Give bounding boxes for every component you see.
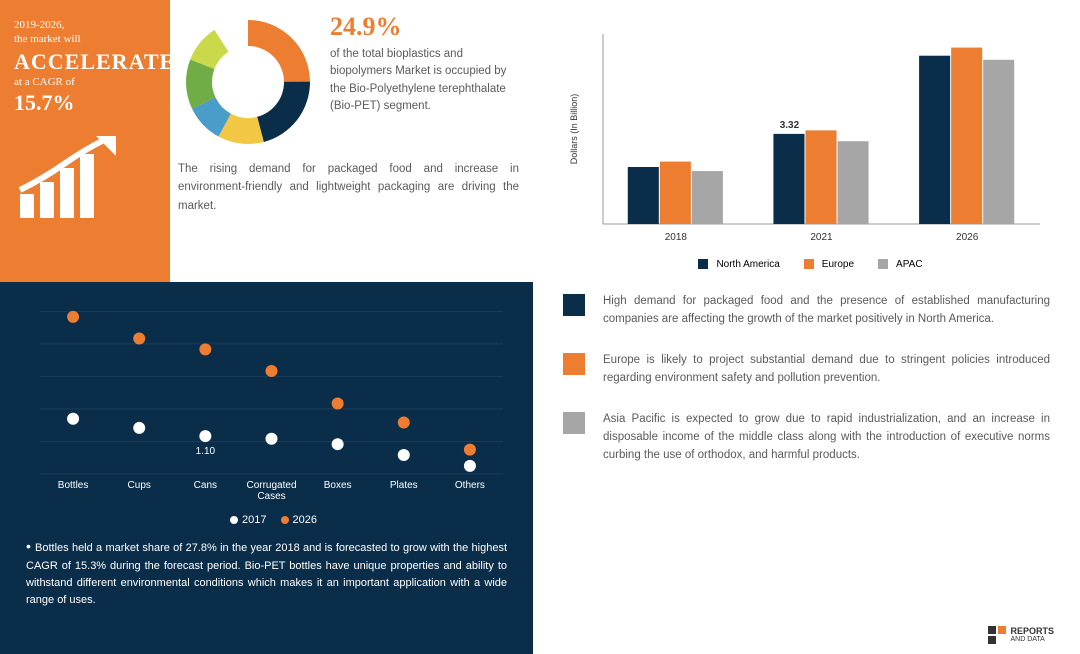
donut-percentage: 24.9% xyxy=(330,12,523,42)
logo-icon xyxy=(988,626,1006,644)
logo-brand: REPORTS xyxy=(1010,627,1054,636)
cagr-years: 2019-2026, xyxy=(14,18,156,32)
growth-chart-icon xyxy=(14,134,124,224)
svg-text:Plates: Plates xyxy=(390,480,418,491)
region-text: Europe is likely to project substantial … xyxy=(603,351,1050,388)
donut-section: 24.9% of the total bioplastics and biopo… xyxy=(170,0,533,156)
svg-text:CorrugatedCases: CorrugatedCases xyxy=(246,480,296,502)
svg-text:Others: Others xyxy=(455,480,485,491)
infographic-container: 2019-2026, the market will ACCELERATE at… xyxy=(0,0,1080,654)
svg-text:2026: 2026 xyxy=(956,232,979,243)
scatter-note: Bottles held a market share of 27.8% in … xyxy=(20,536,513,609)
region-text: High demand for packaged food and the pr… xyxy=(603,292,1050,329)
cagr-card: 2019-2026, the market will ACCELERATE at… xyxy=(0,0,170,282)
brand-logo: REPORTS AND DATA xyxy=(988,626,1054,644)
region-text: Asia Pacific is expected to grow due to … xyxy=(603,410,1050,465)
cagr-accelerate: ACCELERATE xyxy=(14,49,156,75)
top-left-panel: 2019-2026, the market will ACCELERATE at… xyxy=(0,0,533,282)
cagr-at: at a CAGR of xyxy=(14,76,156,88)
cagr-line2: the market will xyxy=(14,32,156,46)
logo-sub: AND DATA xyxy=(1010,636,1054,643)
donut-description: of the total bioplastics and biopolymers… xyxy=(330,46,523,115)
svg-text:1.10: 1.10 xyxy=(196,446,216,457)
bar-chart-legend: North AmericaEuropeAPAC xyxy=(563,259,1050,270)
region-swatch xyxy=(563,294,585,316)
top-right-panel: 2018 2021 2026 Dollars (In Billion) 3.32 Nor… xyxy=(533,0,1080,282)
region-list: High demand for packaged food and the pr… xyxy=(563,292,1050,465)
donut-chart xyxy=(178,12,318,152)
region-swatch xyxy=(563,412,585,434)
grouped-bar-chart: 2018 2021 2026 Dollars (In Billion) 3.32 xyxy=(563,20,1050,250)
bottom-left-panel: Bottles Cups Cans CorrugatedCases Boxes Plate… xyxy=(0,282,533,654)
region-item: Europe is likely to project substantial … xyxy=(563,351,1050,388)
svg-text:2021: 2021 xyxy=(810,232,833,243)
svg-text:2018: 2018 xyxy=(665,232,688,243)
dot-chart: Bottles Cups Cans CorrugatedCases Boxes Plate… xyxy=(20,296,513,506)
region-item: Asia Pacific is expected to grow due to … xyxy=(563,410,1050,465)
svg-text:Cups: Cups xyxy=(128,480,151,491)
svg-text:Bottles: Bottles xyxy=(58,480,89,491)
svg-text:Cans: Cans xyxy=(194,480,217,491)
svg-text:3.32: 3.32 xyxy=(780,120,800,131)
svg-text:Dollars (In Billion): Dollars (In Billion) xyxy=(569,94,579,165)
logo-text: REPORTS AND DATA xyxy=(1010,627,1054,643)
cagr-pct: 15.7% xyxy=(14,90,156,116)
scatter-chart-area: Bottles Cups Cans CorrugatedCases Boxes Plate… xyxy=(20,296,513,506)
svg-text:Boxes: Boxes xyxy=(324,480,352,491)
scatter-legend: 20172026 xyxy=(20,514,513,526)
region-item: High demand for packaged food and the pr… xyxy=(563,292,1050,329)
bottom-right-panel: High demand for packaged food and the pr… xyxy=(533,282,1080,654)
donut-text-block: 24.9% of the total bioplastics and biopo… xyxy=(318,12,523,152)
donut-below-text: The rising demand for packaged food and … xyxy=(170,156,533,282)
region-swatch xyxy=(563,353,585,375)
